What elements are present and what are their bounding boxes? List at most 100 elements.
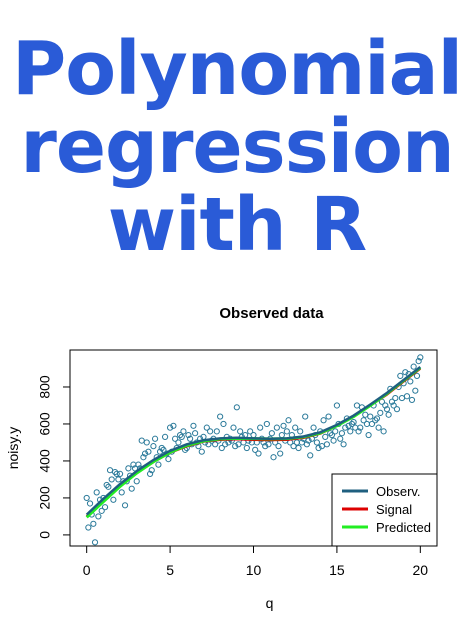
- data-point: [386, 412, 391, 417]
- headline-line-3: with R: [0, 186, 474, 264]
- y-tick-label: 600: [37, 412, 53, 436]
- data-point: [102, 505, 107, 510]
- data-point: [321, 418, 326, 423]
- x-axis-label: q: [266, 595, 274, 611]
- data-point: [278, 451, 283, 456]
- data-point: [296, 445, 301, 450]
- data-point: [181, 429, 186, 434]
- data-point: [162, 434, 167, 439]
- legend-label: Observ.: [376, 484, 421, 499]
- data-point: [414, 373, 419, 378]
- data-point: [238, 429, 243, 434]
- data-point: [111, 497, 116, 502]
- data-point: [303, 414, 308, 419]
- data-point: [338, 436, 343, 441]
- data-point: [308, 453, 313, 458]
- data-point: [314, 440, 319, 445]
- data-point: [244, 445, 249, 450]
- headline-line-1: Polynomial: [0, 30, 474, 108]
- data-point: [231, 425, 236, 430]
- data-point: [376, 425, 381, 430]
- data-point: [86, 525, 91, 530]
- chart-title: Observed data: [219, 305, 324, 322]
- data-point: [107, 468, 112, 473]
- data-point: [408, 379, 413, 384]
- data-point: [323, 434, 328, 439]
- data-point: [96, 514, 101, 519]
- data-point: [394, 407, 399, 412]
- data-point: [94, 490, 99, 495]
- data-point: [294, 440, 299, 445]
- data-point: [144, 440, 149, 445]
- data-point: [122, 503, 127, 508]
- data-point: [398, 373, 403, 378]
- data-point: [409, 397, 414, 402]
- data-point: [166, 456, 171, 461]
- data-point: [413, 388, 418, 393]
- data-point: [151, 444, 156, 449]
- data-point: [276, 444, 281, 449]
- x-tick-label: 10: [246, 562, 262, 578]
- data-point: [333, 429, 338, 434]
- x-tick-label: 15: [329, 562, 345, 578]
- data-point: [281, 423, 286, 428]
- data-point: [258, 425, 263, 430]
- data-point: [208, 429, 213, 434]
- legend-label: Predicted: [376, 520, 431, 535]
- data-point: [214, 429, 219, 434]
- data-point: [279, 432, 284, 437]
- data-point: [119, 490, 124, 495]
- x-tick-label: 5: [166, 562, 174, 578]
- data-point: [411, 364, 416, 369]
- y-tick-label: 0: [37, 531, 53, 539]
- data-point: [284, 429, 289, 434]
- data-point: [293, 425, 298, 430]
- data-point: [193, 431, 198, 436]
- data-point: [363, 412, 368, 417]
- data-point: [339, 431, 344, 436]
- data-point: [156, 462, 161, 467]
- data-point: [92, 540, 97, 545]
- data-point: [381, 429, 386, 434]
- data-point: [298, 429, 303, 434]
- data-point: [191, 423, 196, 428]
- data-point: [134, 479, 139, 484]
- data-point: [84, 495, 89, 500]
- legend-label: Signal: [376, 502, 412, 517]
- data-point: [109, 477, 114, 482]
- data-point: [368, 414, 373, 419]
- data-point: [176, 440, 181, 445]
- data-point: [324, 442, 329, 447]
- chart-container: Observed data 0 5 10 15 20 0 200 400 600 800 q noisy…: [0, 290, 474, 632]
- data-point: [348, 429, 353, 434]
- data-point: [91, 521, 96, 526]
- data-point: [269, 431, 274, 436]
- data-point: [366, 432, 371, 437]
- data-point: [139, 438, 144, 443]
- data-point: [399, 395, 404, 400]
- data-point: [116, 477, 121, 482]
- data-point: [341, 442, 346, 447]
- data-point: [404, 394, 409, 399]
- scatter-chart: Observed data0 5 10 15 200200400600800qnoisy…: [0, 290, 474, 632]
- data-point: [274, 425, 279, 430]
- y-tick-label: 400: [37, 449, 53, 473]
- data-point: [218, 414, 223, 419]
- data-point: [326, 414, 331, 419]
- data-point: [234, 405, 239, 410]
- data-point: [251, 432, 256, 437]
- data-point: [334, 403, 339, 408]
- data-point: [117, 471, 122, 476]
- x-tick-label: 0: [83, 562, 91, 578]
- data-point: [87, 501, 92, 506]
- data-point: [129, 486, 134, 491]
- data-point: [311, 425, 316, 430]
- data-point: [221, 421, 226, 426]
- data-point: [354, 403, 359, 408]
- headline: Polynomial regression with R: [0, 30, 474, 264]
- y-tick-label: 800: [37, 375, 53, 399]
- data-point: [364, 421, 369, 426]
- data-point: [271, 455, 276, 460]
- data-point: [286, 418, 291, 423]
- x-tick-label: 20: [413, 562, 429, 578]
